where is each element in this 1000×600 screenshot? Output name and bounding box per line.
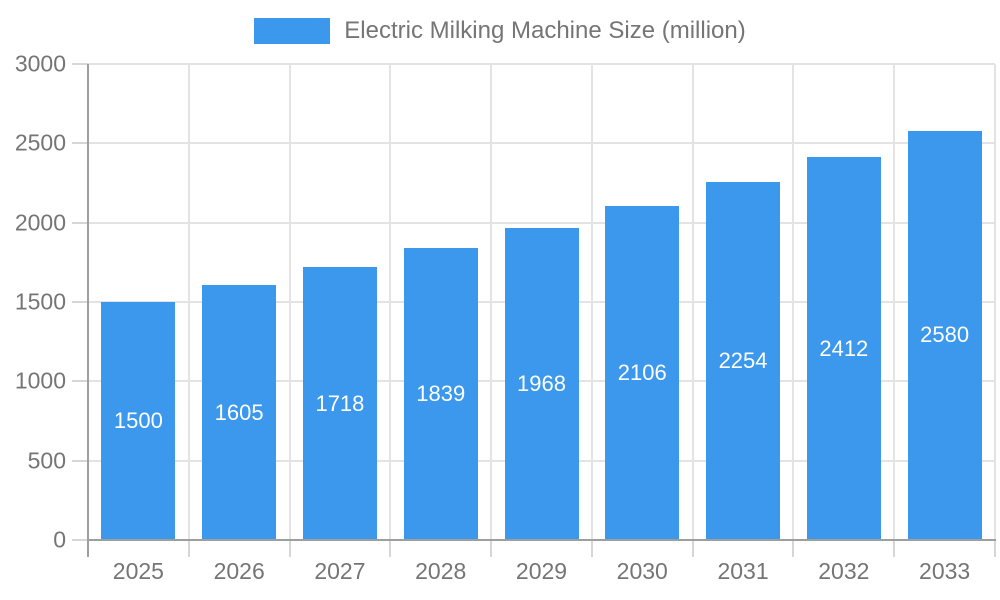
- x-gridline: [994, 64, 996, 540]
- y-tick: [72, 221, 88, 224]
- y-tick: [72, 63, 88, 65]
- x-tick: [590, 540, 593, 557]
- x-axis-line: [87, 539, 996, 541]
- x-axis-tick-label: 2028: [415, 558, 467, 584]
- y-tick: [72, 539, 88, 541]
- legend[interactable]: Electric Milking Machine Size (million): [0, 17, 1000, 45]
- bar-2031[interactable]: 2254: [706, 182, 781, 540]
- legend-label: Electric Milking Machine Size (million): [344, 17, 746, 44]
- bar-2027[interactable]: 1718: [302, 267, 377, 540]
- bar-2033[interactable]: 2580: [907, 130, 982, 540]
- y-gridline: [88, 142, 995, 145]
- y-tick: [72, 380, 88, 383]
- y-axis-line: [87, 64, 89, 540]
- x-gridline: [590, 64, 593, 540]
- y-tick: [72, 142, 88, 145]
- bar-2028[interactable]: 1839: [403, 248, 478, 540]
- bar-2032[interactable]: 2412: [806, 157, 881, 540]
- x-tick: [187, 540, 190, 557]
- bar-value-label: 1839: [416, 381, 466, 407]
- x-tick: [389, 540, 392, 557]
- legend-swatch: [254, 18, 331, 44]
- x-gridline: [792, 64, 795, 540]
- x-gridline: [187, 64, 190, 540]
- x-axis-tick-label: 2025: [112, 558, 164, 584]
- bar-value-label: 1718: [315, 390, 365, 416]
- x-tick: [87, 540, 89, 557]
- bar-2025[interactable]: 1500: [101, 302, 176, 540]
- x-axis-tick-label: 2029: [515, 558, 568, 584]
- bar-value-label: 2254: [718, 348, 768, 374]
- x-axis-tick-label: 2031: [717, 558, 769, 584]
- y-axis-tick-label: 1500: [14, 288, 66, 315]
- bar-value-label: 1968: [517, 370, 566, 396]
- y-gridline: [88, 221, 995, 224]
- x-axis-tick-label: 2033: [919, 558, 971, 584]
- x-gridline: [288, 64, 291, 540]
- x-tick: [691, 540, 694, 557]
- x-tick: [893, 540, 896, 557]
- x-gridline: [490, 64, 493, 540]
- bar-value-label: 1605: [214, 399, 264, 425]
- y-axis-tick-label: 2000: [14, 209, 66, 236]
- bar-value-label: 2412: [819, 335, 869, 361]
- x-gridline: [893, 64, 896, 540]
- x-axis-tick-label: 2026: [213, 558, 265, 584]
- bar-value-label: 1500: [113, 408, 163, 433]
- y-tick: [72, 459, 88, 462]
- bar-2029[interactable]: 1968: [504, 227, 579, 540]
- x-tick: [490, 540, 493, 557]
- bar-value-label: 2580: [920, 322, 970, 348]
- y-axis-tick-label: 2500: [14, 129, 66, 156]
- x-axis-tick-label: 2027: [314, 558, 366, 584]
- x-tick: [792, 540, 795, 557]
- y-gridline: [88, 63, 995, 65]
- bar-value-label: 2106: [617, 359, 667, 385]
- bar-2026[interactable]: 1605: [202, 285, 277, 540]
- y-axis-tick-label: 500: [27, 447, 66, 474]
- y-axis-tick-label: 3000: [14, 50, 66, 77]
- bar-2030[interactable]: 2106: [605, 205, 680, 540]
- x-axis-tick-label: 2030: [616, 558, 668, 584]
- x-tick: [994, 540, 996, 557]
- y-axis-tick-label: 1000: [14, 367, 66, 394]
- x-gridline: [389, 64, 392, 540]
- y-tick: [72, 301, 88, 303]
- x-axis-tick-label: 2032: [818, 558, 870, 584]
- x-gridline: [691, 64, 694, 540]
- x-tick: [288, 540, 291, 557]
- y-axis-tick-label: 0: [53, 526, 66, 553]
